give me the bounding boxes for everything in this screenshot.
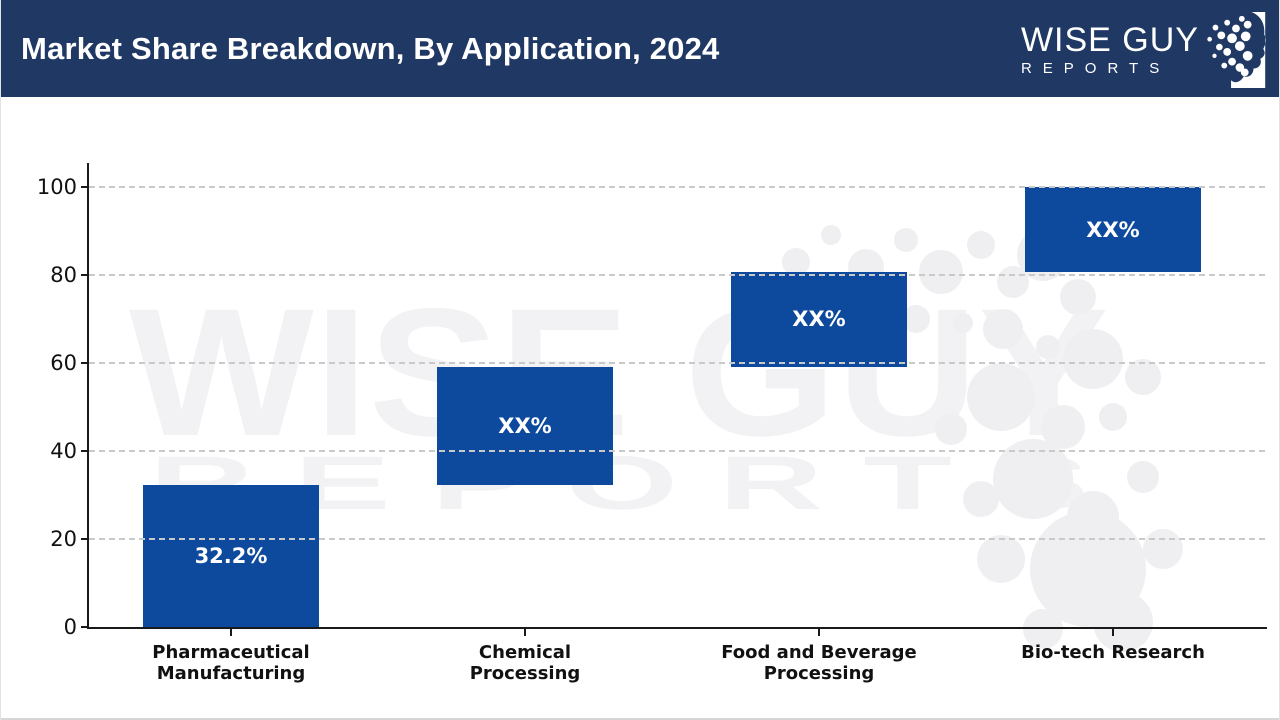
logo-subtitle: REPORTS [1020, 59, 1171, 77]
category-label: Chemical Processing [365, 642, 685, 684]
category-label-line: Chemical [478, 642, 572, 663]
x-tick-mark [230, 629, 232, 636]
y-gridline [89, 538, 1265, 540]
x-tick-mark [1112, 629, 1114, 636]
logo-text: WISE GUY REPORTS [1021, 22, 1199, 77]
y-tick-mark [81, 186, 89, 188]
bottom-border [1, 718, 1279, 720]
y-tick-label: 100 [36, 175, 77, 199]
category-label-line: Food and Beverage [721, 642, 917, 663]
y-gridline [89, 274, 1265, 276]
bar-value-label: 32.2% [194, 544, 268, 569]
y-gridline [89, 450, 1265, 452]
y-tick-label: 0 [63, 615, 77, 639]
y-tick-label: 60 [50, 351, 77, 375]
bar-segment [143, 485, 319, 627]
category-label: Food and Beverage Processing [659, 642, 979, 684]
category-label-line: Pharmaceutical [152, 642, 310, 663]
face-profile-icon [1207, 11, 1266, 88]
y-tick-mark [81, 538, 89, 540]
x-tick-mark [524, 629, 526, 636]
y-gridline [89, 186, 1265, 188]
bar-value-label: XX% [498, 413, 552, 438]
x-axis-line [87, 627, 1267, 629]
logo-wordmark: WISE GUY [1020, 20, 1199, 59]
header-bar: Market Share Breakdown, By Application, … [1, 0, 1279, 97]
bar-value-label: XX% [1086, 217, 1140, 242]
category-label-line: Processing [469, 663, 581, 684]
y-tick-label: 20 [50, 527, 77, 551]
y-tick-label: 80 [50, 263, 77, 287]
category-label: Bio-tech Research [953, 642, 1273, 663]
y-tick-mark [81, 274, 89, 276]
y-tick-mark [81, 362, 89, 364]
x-tick-mark [818, 629, 820, 636]
wise-guy-logo: WISE GUY REPORTS [1021, 8, 1267, 90]
bar-segment [437, 366, 613, 486]
watermark-line1: WISE GUY [129, 270, 1109, 474]
category-label-line: Manufacturing [156, 663, 306, 684]
y-axis-line [87, 163, 89, 629]
bar-value-label: XX% [792, 307, 846, 332]
category-label-line: Bio-tech Research [1021, 642, 1205, 663]
category-label-line: Processing [763, 663, 875, 684]
page-title: Market Share Breakdown, By Application, … [21, 30, 720, 66]
chart-area: WISE GUY R E P O R T S 0 20 40 60 80 100 32.2%… [1, 97, 1279, 718]
y-tick-label: 40 [50, 439, 77, 463]
y-tick-mark [81, 450, 89, 452]
y-tick-mark [81, 626, 89, 628]
y-gridline [89, 362, 1265, 364]
category-label: Pharmaceutical Manufacturing [71, 642, 391, 684]
